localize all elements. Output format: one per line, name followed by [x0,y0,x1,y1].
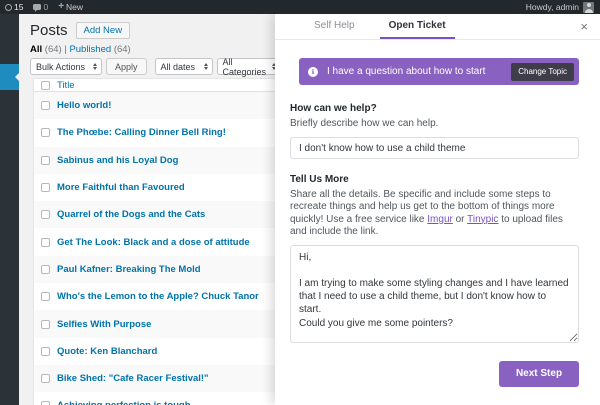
details-desc-part3: to upload files and include the link. [290,213,563,238]
dates-filter-label: All dates [160,61,196,72]
row-checkbox[interactable] [41,237,50,247]
post-title-link[interactable]: Achieving perfection is tough [57,400,191,405]
view-published-link[interactable]: Published [69,44,112,55]
row-checkbox[interactable] [41,101,50,111]
plus-icon: + [58,1,65,12]
post-title-link[interactable]: Paul Kafner: Breaking The Mold [57,263,201,275]
post-title-link[interactable]: Who's the Lemon to the Apple? Chuck Tano… [57,291,259,303]
admin-bar: 15 0 + New Howdy, admin [0,0,600,14]
table-row: Achieving perfection is tough [34,392,592,405]
user-avatar[interactable] [583,1,594,13]
new-menu-item[interactable]: + New [58,1,84,13]
table-row: Quote: Ken Blanchard [34,338,592,365]
question-heading: How can we help? [290,103,377,114]
post-title-link[interactable]: Bike Shed: "Cafe Racer Festival!" [57,373,209,385]
imgur-link[interactable]: Imgur [427,213,453,225]
details-desc-part2: or [452,213,468,225]
bulk-actions-label: Bulk Actions [36,61,86,72]
tab-self-help[interactable]: Self Help [314,20,355,31]
post-title-link[interactable]: The Phœbe: Calling Dinner Bell Ring! [57,127,226,139]
view-all-link[interactable]: All [30,44,43,55]
row-checkbox[interactable] [41,128,50,138]
categories-filter-label: All Categories [222,56,267,77]
row-checkbox[interactable] [41,401,50,405]
table-row: Get The Look: Black and a dose of attitu… [34,228,592,255]
table-row: Who's the Lemon to the Apple? Chuck Tano… [34,283,592,310]
close-icon[interactable]: × [580,19,588,34]
row-checkbox[interactable] [41,210,50,220]
question-hint: Briefly describe how we can help. [290,118,439,129]
updates-icon [5,3,12,11]
topic-text: I have a question about how to start [327,66,486,77]
table-row: More Faithful than Favoured [34,174,592,201]
row-checkbox[interactable] [41,183,50,193]
row-checkbox[interactable] [41,374,50,384]
details-desc-part1: Share all the details. Be specific and i… [290,189,555,225]
post-title-link[interactable]: Hello world! [57,100,112,112]
select-all-checkbox[interactable] [41,80,50,90]
details-description: Share all the details. Be specific and i… [290,189,579,239]
post-title-link[interactable]: Sabinus and his Loyal Dog [57,154,179,166]
row-checkbox[interactable] [41,292,50,302]
select-stepper-icon [271,63,276,70]
details-heading: Tell Us More [290,174,349,185]
page-title: Posts [30,22,68,39]
updates-count: 15 [14,2,24,12]
view-separator: | [64,44,67,55]
row-checkbox[interactable] [41,264,50,274]
title-column-header[interactable]: Title [57,79,75,91]
view-filter-links: All (64) | Published (64) [30,44,600,55]
panel-tabbar: Self Help Open Ticket × [275,14,600,40]
change-topic-button[interactable]: Change Topic [511,62,574,81]
bulk-actions-select[interactable]: Bulk Actions [30,58,102,75]
sidebar-item-posts-current[interactable] [0,64,19,90]
table-row: The Phœbe: Calling Dinner Bell Ring! [34,119,592,146]
topic-banner: i I have a question about how to start C… [299,58,579,85]
howdy-account-menu[interactable]: Howdy, admin [525,2,579,12]
add-new-button[interactable]: Add New [75,22,131,39]
comments-icon [33,4,42,12]
comments-count: 0 [43,2,49,12]
post-title-link[interactable]: Get The Look: Black and a dose of attitu… [57,236,250,248]
post-title-link[interactable]: More Faithful than Favoured [57,182,185,194]
row-checkbox[interactable] [41,155,50,165]
row-checkbox[interactable] [41,319,50,329]
select-stepper-icon [203,63,208,70]
categories-filter-select[interactable]: All Categories [216,56,281,77]
info-icon: i [308,66,318,77]
subject-input[interactable] [290,137,579,159]
tinypic-link[interactable]: Tinypic [467,213,499,225]
apply-button[interactable]: Apply [106,58,147,75]
post-title-link[interactable]: Quote: Ken Blanchard [57,345,158,357]
support-panel: Self Help Open Ticket × i I have a quest… [275,14,600,405]
new-label: New [66,2,84,12]
view-published-count: (64) [113,44,131,55]
next-step-button[interactable]: Next Step [499,360,579,387]
admin-side-menu [0,14,19,405]
view-all-count: (64) [44,44,62,55]
current-menu-arrow-icon [15,73,19,81]
post-title-link[interactable]: Quarrel of the Dogs and the Cats [57,209,206,221]
tab-open-ticket[interactable]: Open Ticket [379,14,455,39]
select-stepper-icon [93,63,97,70]
dates-filter-select[interactable]: All dates [154,58,213,75]
row-checkbox[interactable] [41,346,50,356]
details-textarea[interactable]: Hi, I am trying to make some styling cha… [290,244,579,343]
post-title-link[interactable]: Selfies With Purpose [57,318,152,330]
updates-menu-item[interactable]: 15 [5,2,23,12]
comments-menu-item[interactable]: 0 [33,2,48,12]
